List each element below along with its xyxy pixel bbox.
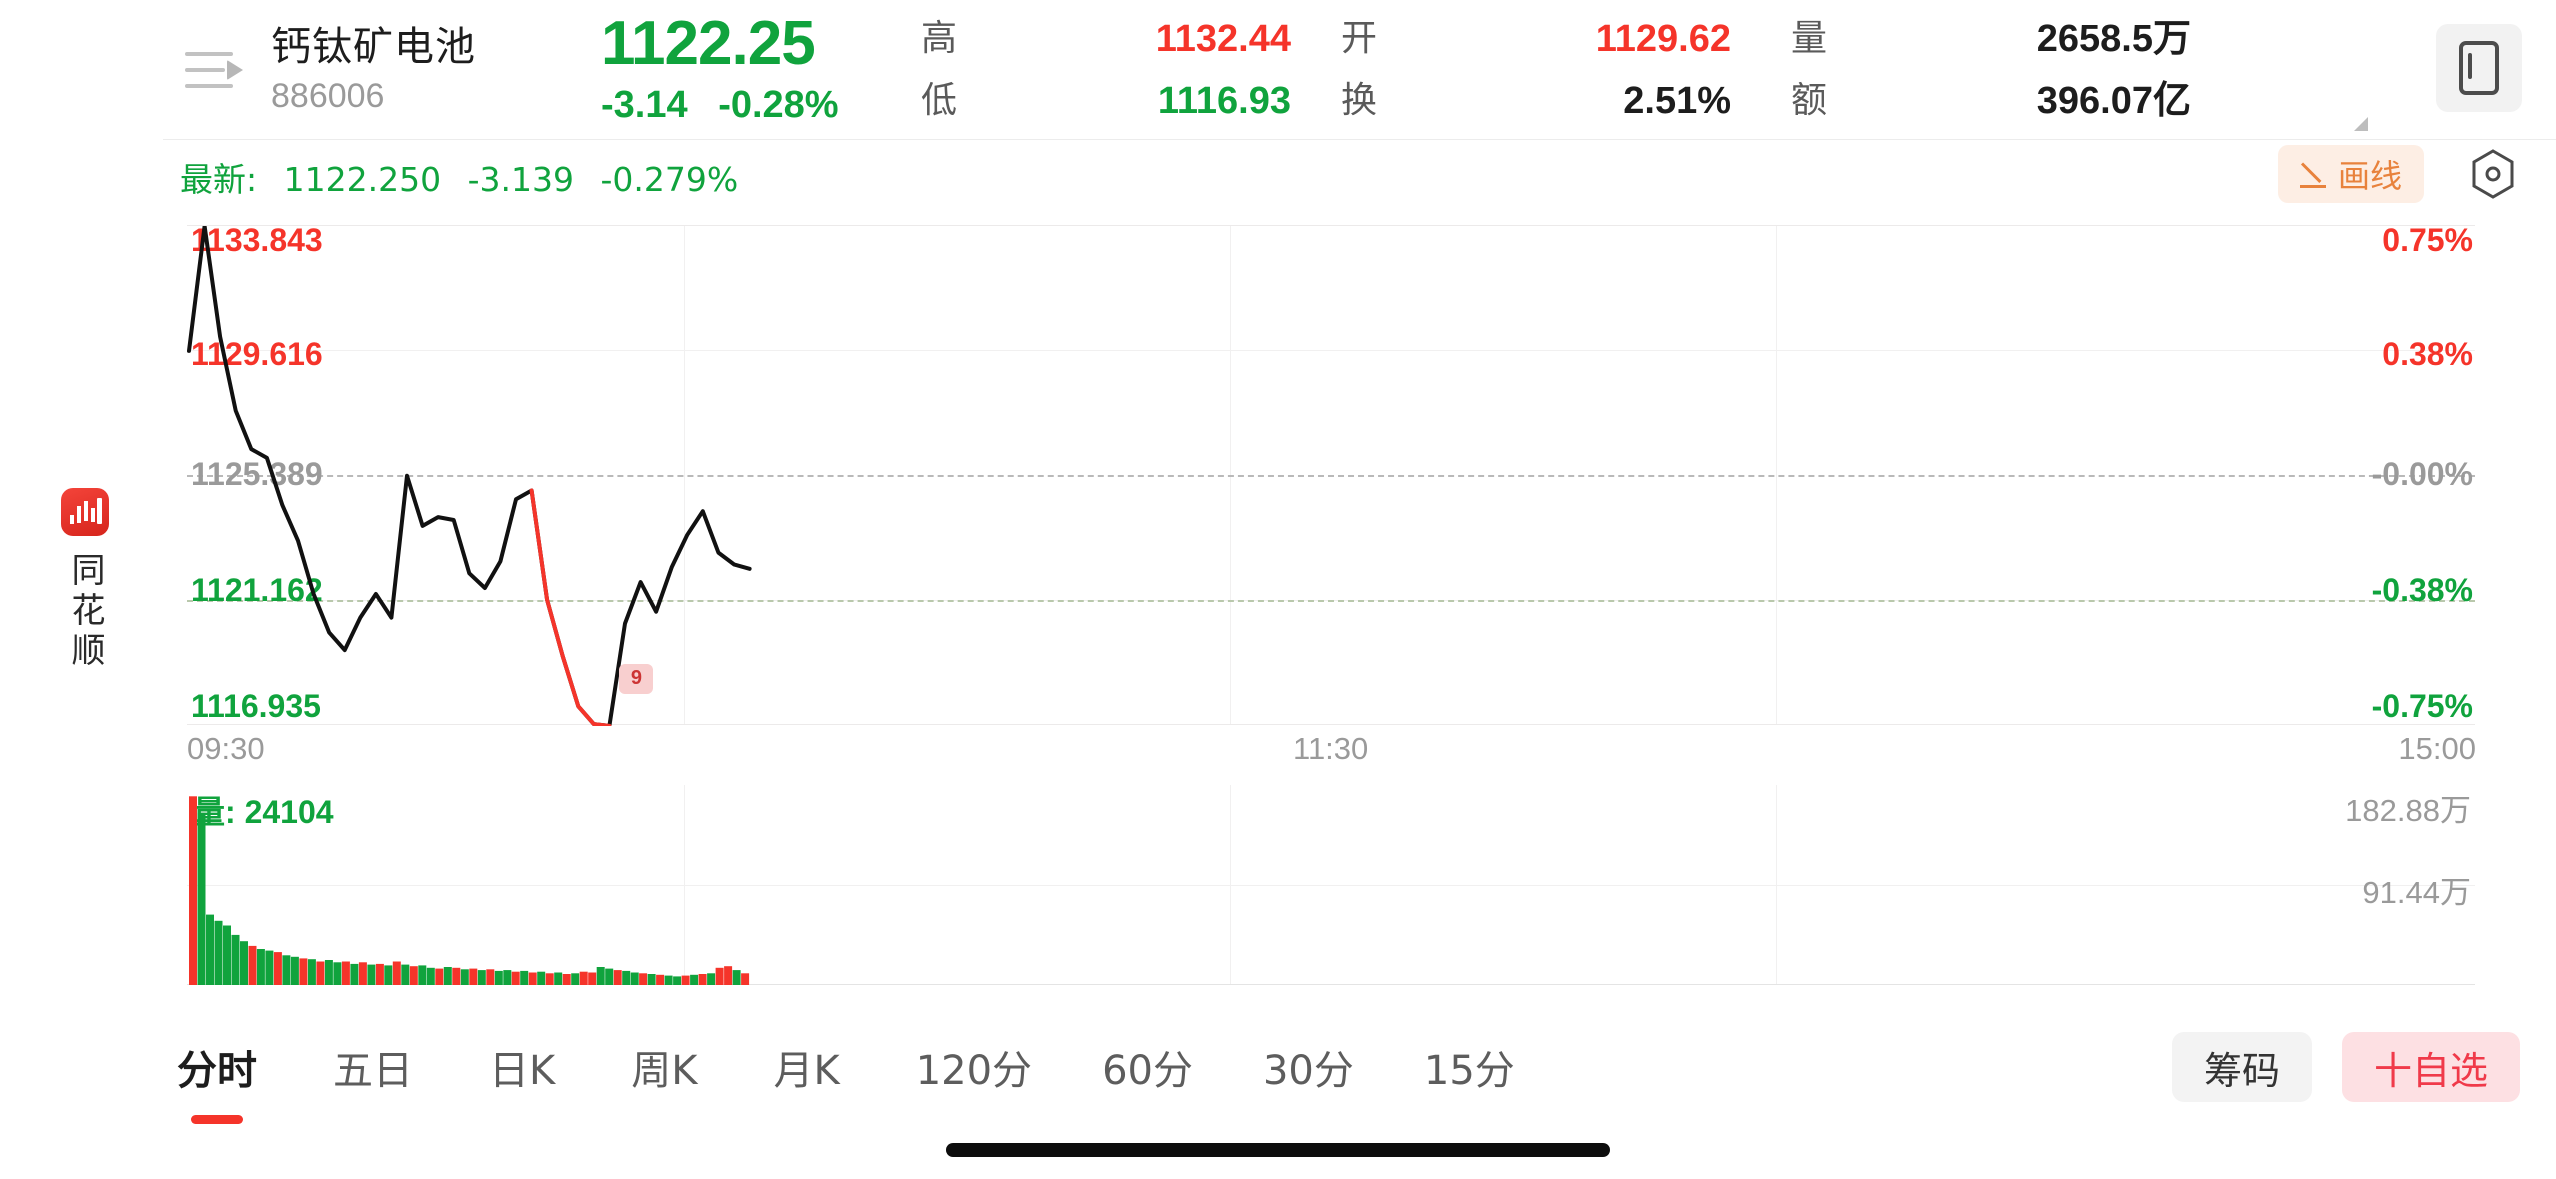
stock-identity[interactable]: 钙钛矿电池 886006 xyxy=(271,22,601,118)
latest-quote-strip: 最新: 1122.250 -3.139 -0.279% 画线 xyxy=(163,141,2556,213)
tab-label: 30分 xyxy=(1262,1048,1354,1094)
price-change-row: -3.14 -0.28% xyxy=(601,80,921,130)
left-rail: 同花顺 xyxy=(0,0,163,1179)
price-chart-pane[interactable]: 1133.843 1129.616 1125.389 1121.162 1116… xyxy=(187,222,2475,726)
price-change: -3.14 xyxy=(601,83,688,126)
candlestick-logo-icon xyxy=(61,488,109,536)
last-price: 1122.25 xyxy=(601,8,816,78)
phone-mode-icon[interactable] xyxy=(2436,24,2522,112)
stat-value-open: 1129.62 xyxy=(1595,17,1731,60)
tab-label: 15分 xyxy=(1423,1048,1515,1094)
x-tick-1: 11:30 xyxy=(1293,731,1369,766)
draw-line-label: 画线 xyxy=(2337,157,2402,195)
stat-value-amount: 396.07亿 xyxy=(2036,79,2191,122)
y-axis-label-1: 1129.616 xyxy=(191,336,323,372)
latest-label: 最新: xyxy=(180,160,258,199)
quote-header: 钙钛矿电池 886006 1122.25 -3.14 -0.28% 高 低 11… xyxy=(163,0,2556,140)
stat-group-volume-amount: 量 额 2658.5万 396.07亿 xyxy=(1791,8,2231,132)
y-axis-pct-4: -0.75% xyxy=(2371,688,2473,724)
stat-label-turnover: 换 xyxy=(1341,79,1378,121)
price-block: 1122.25 -3.14 -0.28% xyxy=(601,8,921,130)
stat-label-high: 高 xyxy=(921,17,958,59)
y-axis-pct-1: 0.38% xyxy=(2382,336,2473,372)
latest-change: -3.139 xyxy=(467,160,574,199)
tab-label: 分时 xyxy=(177,1048,257,1094)
tab-label: 五日 xyxy=(333,1048,413,1094)
tab-rik[interactable]: 日K xyxy=(489,1038,555,1096)
hexagon-settings-icon[interactable] xyxy=(2466,147,2520,201)
stat-label-open: 开 xyxy=(1341,17,1378,59)
stat-group-open-turnover: 开 换 1129.62 2.51% xyxy=(1341,8,1791,132)
stock-code: 886006 xyxy=(271,76,385,115)
y-axis-label-0: 1133.843 xyxy=(191,222,323,258)
pencil-icon xyxy=(2299,160,2328,188)
tab-zhouk[interactable]: 周K xyxy=(631,1038,697,1096)
tab-15min[interactable]: 15分 xyxy=(1424,1038,1515,1096)
latest-price: 1122.250 xyxy=(283,160,442,199)
tab-label: 120分 xyxy=(915,1048,1033,1094)
tab-label: 月K xyxy=(773,1048,840,1094)
brand-name: 同花顺 xyxy=(65,552,105,672)
price-change-pct: -0.28% xyxy=(718,83,839,126)
x-tick-0: 09:30 xyxy=(187,731,265,766)
tab-yuek[interactable]: 月K xyxy=(773,1038,839,1096)
tab-fenshi[interactable]: 分时 xyxy=(177,1038,257,1124)
y-axis-label-4: 1116.935 xyxy=(191,688,321,724)
volume-readout: 量: 24104 xyxy=(193,787,334,833)
y-axis-pct-3: -0.38% xyxy=(2371,572,2473,608)
tab-wuri[interactable]: 五日 xyxy=(333,1038,413,1096)
resize-corner-icon xyxy=(2354,117,2368,131)
draw-line-button[interactable]: 画线 xyxy=(2277,145,2424,203)
action-buttons: 筹码 十自选 xyxy=(2171,1032,2520,1102)
brand-block: 同花顺 xyxy=(50,488,120,672)
stat-value-turnover: 2.51% xyxy=(1623,79,1731,122)
chips-button[interactable]: 筹码 xyxy=(2171,1032,2312,1102)
stat-label-low: 低 xyxy=(921,79,958,121)
x-tick-2: 15:00 xyxy=(2398,731,2476,766)
add-watchlist-button[interactable]: 十自选 xyxy=(2341,1032,2520,1102)
y-axis-pct-2: -0.00% xyxy=(2371,456,2473,492)
stock-name: 钙钛矿电池 xyxy=(271,23,476,70)
price-line-chart xyxy=(187,226,752,726)
chart-annotation-marker[interactable]: 9 xyxy=(619,663,654,694)
tab-60min[interactable]: 60分 xyxy=(1102,1038,1193,1096)
period-tabbar[interactable]: 分时 五日 日K 周K 月K 120分 60分 30分 15分 筹码 十自选 xyxy=(163,1012,2556,1124)
volume-bars xyxy=(189,796,750,985)
y-axis-label-2: 1125.389 xyxy=(191,456,323,492)
collapse-arrow-icon[interactable] xyxy=(181,40,251,100)
volume-label-value: 24104 xyxy=(244,794,334,830)
latest-quote-text: 最新: 1122.250 -3.139 -0.279% xyxy=(180,153,738,201)
tab-120min[interactable]: 120分 xyxy=(916,1038,1032,1096)
y-axis-pct-0: 0.75% xyxy=(2382,222,2473,258)
chart-area[interactable]: 1133.843 1129.616 1125.389 1121.162 1116… xyxy=(163,213,2556,1003)
tab-label: 日K xyxy=(489,1048,556,1094)
tab-30min[interactable]: 30分 xyxy=(1263,1038,1354,1096)
volume-axis-mid: 91.44万 xyxy=(2362,875,2471,910)
volume-chart-pane[interactable]: 量: 24104 182.88万 91.44万 xyxy=(187,785,2475,985)
tab-label: 周K xyxy=(631,1048,698,1094)
stat-value-high: 1132.44 xyxy=(1155,17,1291,60)
volume-axis-top: 182.88万 xyxy=(2345,793,2471,828)
latest-pct: -0.279% xyxy=(600,160,739,199)
active-tab-underline xyxy=(191,1115,243,1124)
chart-tools: 画线 xyxy=(2277,145,2520,203)
y-axis-label-3: 1121.162 xyxy=(191,572,323,608)
stat-value-low: 1116.93 xyxy=(1157,79,1291,122)
stat-value-volume: 2658.5万 xyxy=(2036,17,2191,60)
home-indicator xyxy=(946,1143,1610,1157)
stat-label-volume: 量 xyxy=(1791,17,1828,59)
stat-label-amount: 额 xyxy=(1791,79,1828,121)
tab-label: 60分 xyxy=(1102,1048,1193,1094)
stat-group-high-low: 高 低 1132.44 1116.93 xyxy=(921,8,1341,132)
